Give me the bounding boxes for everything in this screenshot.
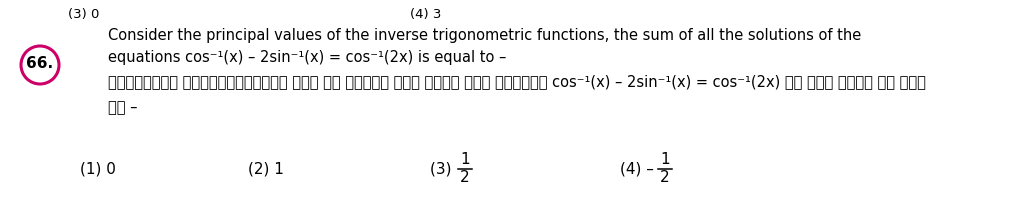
Text: (3): (3) <box>430 161 457 176</box>
Text: प्रतिलोम त्रिकोणमितीय फलन के मुख्य मान लेते हुए समीकरण cos⁻¹(x) – 2sin⁻¹(x) = co: प्रतिलोम त्रिकोणमितीय फलन के मुख्य मान ल… <box>108 74 926 89</box>
Text: (3) 0: (3) 0 <box>68 8 99 21</box>
Text: 66.: 66. <box>27 56 53 71</box>
Text: (4) 3: (4) 3 <box>410 8 441 21</box>
Text: Consider the principal values of the inverse trigonometric functions, the sum of: Consider the principal values of the inv… <box>108 28 861 43</box>
Text: 1: 1 <box>460 153 470 168</box>
Text: (4) –: (4) – <box>620 161 654 176</box>
Text: 1: 1 <box>660 153 670 168</box>
Text: equations cos⁻¹(x) – 2sin⁻¹(x) = cos⁻¹(2x) is equal to –: equations cos⁻¹(x) – 2sin⁻¹(x) = cos⁻¹(2… <box>108 50 507 65</box>
Text: 2: 2 <box>660 171 670 186</box>
Text: (1) 0: (1) 0 <box>80 161 116 176</box>
Text: (2) 1: (2) 1 <box>248 161 284 176</box>
Text: 2: 2 <box>460 171 470 186</box>
Text: है –: है – <box>108 100 137 115</box>
